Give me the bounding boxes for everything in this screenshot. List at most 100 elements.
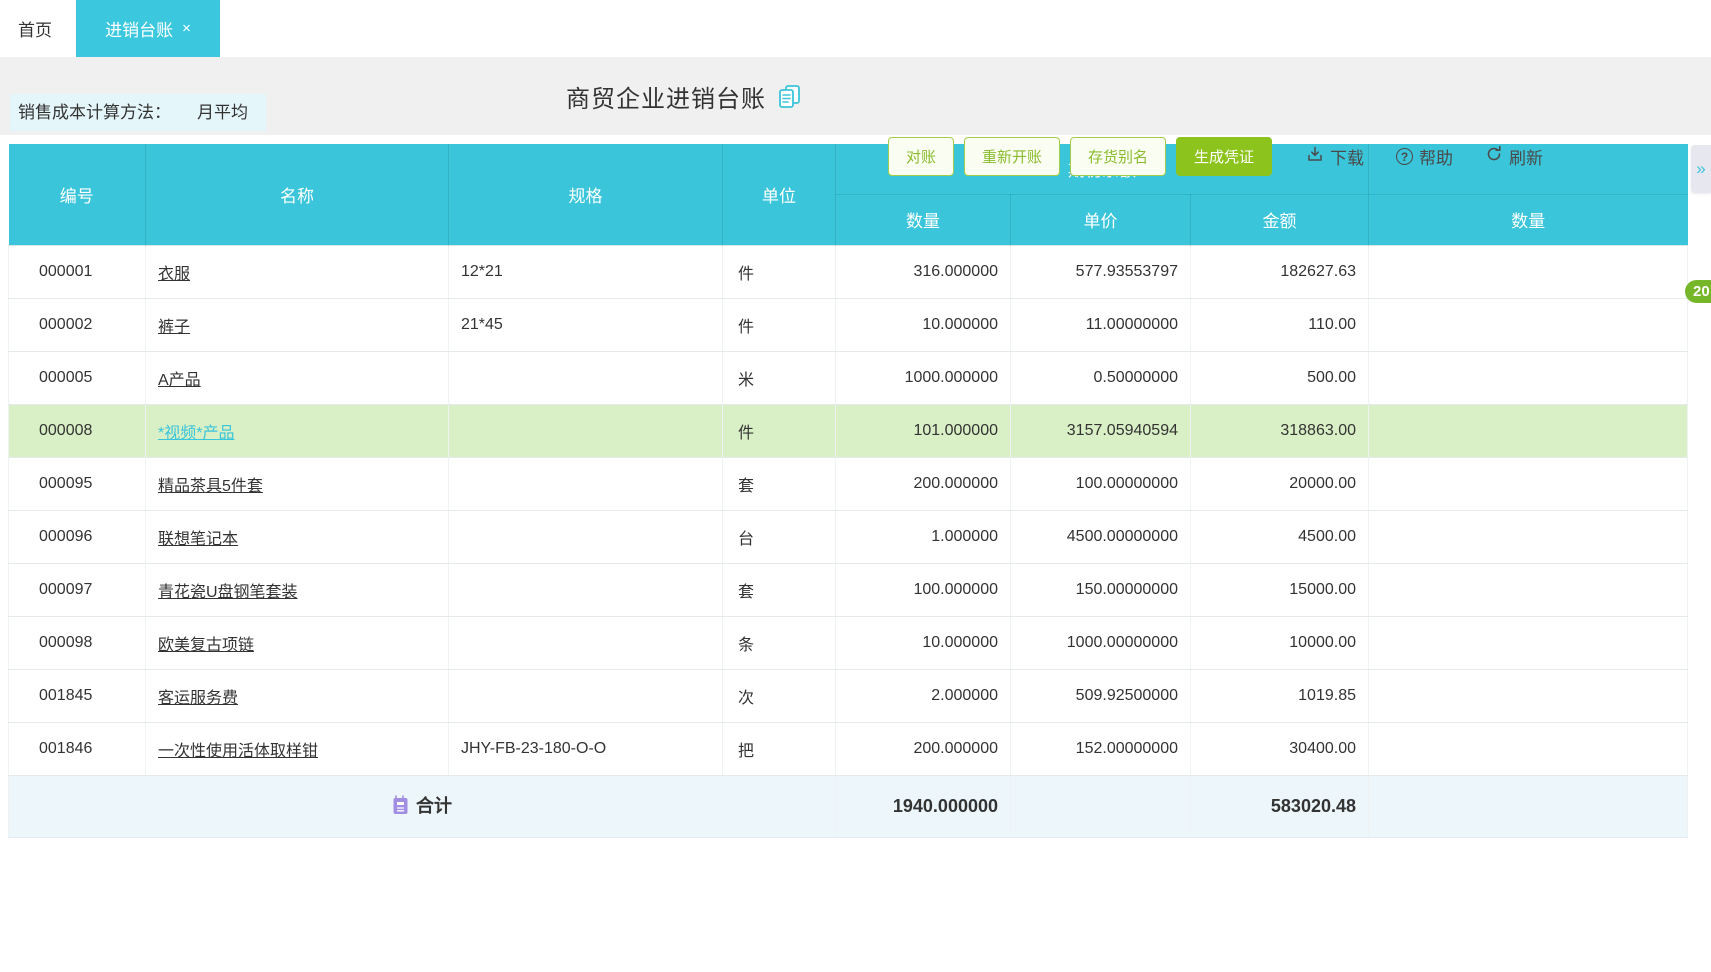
- table-row[interactable]: 000005 A产品 米 1000.000000 0.50000000 500.…: [8, 351, 1688, 405]
- cell-unit: 条: [722, 616, 836, 670]
- cell-price: 152.00000000: [1010, 722, 1191, 776]
- table-row[interactable]: 001846 一次性使用活体取样钳 JHY-FB-23-180-O-O 把 20…: [8, 722, 1688, 776]
- table-row[interactable]: 000095 精品茶具5件套 套 200.000000 100.00000000…: [8, 457, 1688, 511]
- table-row[interactable]: 000096 联想笔记本 台 1.000000 4500.00000000 45…: [8, 510, 1688, 564]
- product-link[interactable]: 客运服务费: [158, 689, 239, 707]
- total-qty: 1940.000000: [835, 775, 1011, 838]
- cell-next-qty: [1368, 669, 1688, 723]
- cell-price: 3157.05940594: [1010, 404, 1191, 458]
- total-label: 合计: [416, 796, 452, 816]
- product-link[interactable]: *视频*产品: [158, 424, 235, 442]
- cell-code: 000005: [8, 351, 146, 405]
- tab-home-label: 首页: [18, 21, 52, 40]
- cell-spec: [448, 616, 723, 670]
- subcol-header-next-qty: 数量: [1368, 194, 1688, 246]
- cell-spec: 21*45: [448, 298, 723, 352]
- cell-name: A产品: [145, 351, 449, 405]
- title-wrap: 商贸企业进销台账: [566, 57, 803, 135]
- cell-code: 000001: [8, 245, 146, 299]
- cell-amount: 4500.00: [1190, 510, 1369, 564]
- cell-spec: [448, 457, 723, 511]
- tab-ledger[interactable]: 进销台账 ×: [76, 0, 220, 57]
- tab-home[interactable]: 首页: [8, 0, 62, 57]
- cell-spec: [448, 510, 723, 564]
- total-label-cell: 合计: [8, 775, 836, 838]
- product-link[interactable]: 精品茶具5件套: [158, 477, 263, 495]
- cell-amount: 1019.85: [1190, 669, 1369, 723]
- ledger-table: 编号 名称 规格 单位 期初余额 数量 单价 金额 数量 000001 衣服 1…: [8, 144, 1688, 838]
- cell-next-qty: [1368, 351, 1688, 405]
- cell-amount: 20000.00: [1190, 457, 1369, 511]
- cell-name: 欧美复古项链: [145, 616, 449, 670]
- total-amount: 583020.48: [1190, 775, 1369, 838]
- cell-amount: 15000.00: [1190, 563, 1369, 617]
- close-icon[interactable]: ×: [182, 20, 191, 37]
- calculator-icon: [392, 795, 409, 820]
- product-link[interactable]: 联想笔记本: [158, 530, 239, 548]
- product-link[interactable]: 裤子: [158, 318, 191, 336]
- cell-code: 000096: [8, 510, 146, 564]
- toolbar: 销售成本计算方法： 月平均 商贸企业进销台账 对账 重新开账 存货别名 生成凭证: [0, 57, 1711, 176]
- copy-icon[interactable]: [776, 83, 803, 110]
- cell-qty: 10.000000: [835, 616, 1011, 670]
- cell-code: 000002: [8, 298, 146, 352]
- cell-next-qty: [1368, 722, 1688, 776]
- col-header-unit: 单位: [722, 144, 836, 246]
- product-link[interactable]: 衣服: [158, 265, 191, 283]
- cell-unit: 套: [722, 457, 836, 511]
- help-link[interactable]: ? 帮助: [1396, 144, 1453, 169]
- total-price-empty: [1010, 775, 1191, 838]
- cell-price: 509.92500000: [1010, 669, 1191, 723]
- subcol-header-amount: 金额: [1190, 194, 1369, 246]
- download-link[interactable]: 下载: [1306, 144, 1364, 169]
- subcol-header-qty: 数量: [835, 194, 1011, 246]
- table-row[interactable]: 000098 欧美复古项链 条 10.000000 1000.00000000 …: [8, 616, 1688, 670]
- subcol-header-price: 单价: [1010, 194, 1191, 246]
- notification-badge[interactable]: 20: [1685, 280, 1711, 303]
- cell-price: 11.00000000: [1010, 298, 1191, 352]
- cell-name: 裤子: [145, 298, 449, 352]
- product-link[interactable]: 欧美复古项链: [158, 636, 255, 654]
- cell-code: 000008: [8, 404, 146, 458]
- cell-price: 1000.00000000: [1010, 616, 1191, 670]
- cell-unit: 台: [722, 510, 836, 564]
- total-row: 合计 1940.000000 583020.48: [8, 775, 1688, 838]
- expand-columns-icon[interactable]: »: [1691, 145, 1711, 193]
- page-title: 商贸企业进销台账: [566, 85, 766, 113]
- cell-next-qty: [1368, 298, 1688, 352]
- download-label: 下载: [1330, 149, 1364, 168]
- refresh-link[interactable]: 刷新: [1485, 144, 1543, 169]
- table-row[interactable]: 000097 青花瓷U盘钢笔套装 套 100.000000 150.000000…: [8, 563, 1688, 617]
- cell-next-qty: [1368, 245, 1688, 299]
- reconcile-button[interactable]: 对账: [888, 137, 955, 176]
- cell-qty: 1000.000000: [835, 351, 1011, 405]
- inventory-alias-button[interactable]: 存货别名: [1070, 137, 1167, 176]
- cell-price: 150.00000000: [1010, 563, 1191, 617]
- reopen-books-button[interactable]: 重新开账: [964, 137, 1061, 176]
- cell-name: *视频*产品: [145, 404, 449, 458]
- table-row-selected[interactable]: 000008 *视频*产品 件 101.000000 3157.05940594…: [8, 404, 1688, 458]
- product-link[interactable]: A产品: [158, 371, 201, 389]
- product-link[interactable]: 一次性使用活体取样钳: [158, 742, 319, 760]
- cell-code: 001846: [8, 722, 146, 776]
- cell-spec: [448, 351, 723, 405]
- cell-spec: 12*21: [448, 245, 723, 299]
- cell-spec: [448, 669, 723, 723]
- table-row[interactable]: 000001 衣服 12*21 件 316.000000 577.9355379…: [8, 245, 1688, 299]
- cell-qty: 200.000000: [835, 722, 1011, 776]
- generate-voucher-button[interactable]: 生成凭证: [1176, 137, 1273, 176]
- table-row[interactable]: 000002 裤子 21*45 件 10.000000 11.00000000 …: [8, 298, 1688, 352]
- cell-amount: 110.00: [1190, 298, 1369, 352]
- help-icon: ?: [1396, 148, 1413, 165]
- cell-name: 客运服务费: [145, 669, 449, 723]
- cell-next-qty: [1368, 563, 1688, 617]
- cell-amount: 182627.63: [1190, 245, 1369, 299]
- cell-name: 联想笔记本: [145, 510, 449, 564]
- cell-spec: [448, 404, 723, 458]
- cell-qty: 316.000000: [835, 245, 1011, 299]
- table-row[interactable]: 001845 客运服务费 次 2.000000 509.92500000 101…: [8, 669, 1688, 723]
- cell-amount: 500.00: [1190, 351, 1369, 405]
- product-link[interactable]: 青花瓷U盘钢笔套装: [158, 583, 298, 601]
- cell-qty: 1.000000: [835, 510, 1011, 564]
